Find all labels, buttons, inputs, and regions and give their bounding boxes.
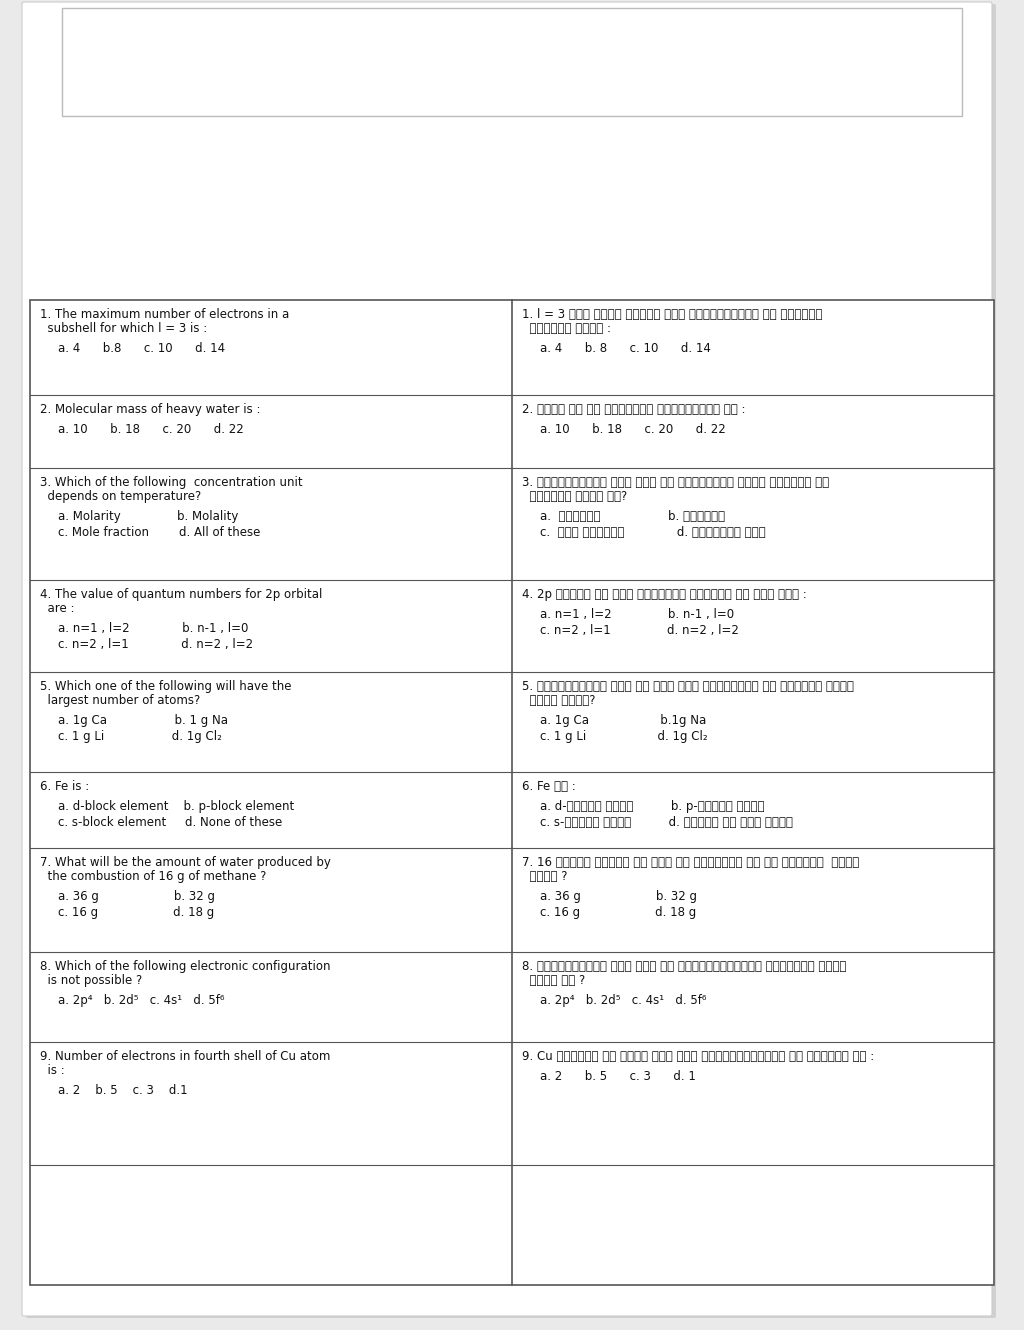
Text: a. 4      b. 8      c. 10      d. 14: a. 4 b. 8 c. 10 d. 14 — [540, 342, 711, 355]
Text: c. s-block element     d. None of these: c. s-block element d. None of these — [58, 817, 283, 829]
Text: 8. Which of the following electronic configuration: 8. Which of the following electronic con… — [40, 960, 331, 974]
Text: are :: are : — [40, 602, 75, 614]
Text: 9. Number of electrons in fourth shell of Cu atom: 9. Number of electrons in fourth shell o… — [40, 1049, 331, 1063]
Text: 5. Which one of the following will have the: 5. Which one of the following will have … — [40, 680, 292, 693]
Text: 2. Molecular mass of heavy water is :: 2. Molecular mass of heavy water is : — [40, 403, 260, 416]
Text: a. 2p⁴   b. 2d⁵   c. 4s¹   d. 5f⁶: a. 2p⁴ b. 2d⁵ c. 4s¹ d. 5f⁶ — [58, 994, 224, 1007]
Text: a. d-ब्लॉक तत्व          b. p-ब्लॉक तत्व: a. d-ब्लॉक तत्व b. p-ब्लॉक तत्व — [540, 801, 765, 813]
Text: c. s-ब्लॉक तत्व          d. इनमें से कोई नहीं: c. s-ब्लॉक तत्व d. इनमें से कोई नहीं — [540, 817, 793, 829]
Text: 3. Which of the following  concentration unit: 3. Which of the following concentration … — [40, 476, 303, 489]
Text: 9. Cu परमाणु के चौथे कोश में इलेक्ट्रॉनों की संख्या है :: 9. Cu परमाणु के चौथे कोश में इलेक्ट्रॉनो… — [522, 1049, 874, 1063]
Text: 3. निम्नलिखित में कौन सी सांद्रता इकाई तापमान पर: 3. निम्नलिखित में कौन सी सांद्रता इकाई त… — [522, 476, 829, 489]
Text: c. 16 g                    d. 18 g: c. 16 g d. 18 g — [58, 906, 214, 919]
Text: 4. The value of quantum numbers for 2p orbital: 4. The value of quantum numbers for 2p o… — [40, 588, 323, 601]
Text: c. 1 g Li                   d. 1g Cl₂: c. 1 g Li d. 1g Cl₂ — [540, 730, 708, 743]
Text: c. n=2 , l=1              d. n=2 , l=2: c. n=2 , l=1 d. n=2 , l=2 — [58, 638, 253, 650]
Text: c. 16 g                    d. 18 g: c. 16 g d. 18 g — [540, 906, 696, 919]
Text: a. d-block element    b. p-block element: a. d-block element b. p-block element — [58, 801, 294, 813]
Text: 5. निम्नलिखित में से किस में परमाणुओं की संख्या सबसे: 5. निम्नलिखित में से किस में परमाणुओं की… — [522, 680, 854, 693]
Text: a. 36 g                    b. 32 g: a. 36 g b. 32 g — [58, 890, 215, 903]
Text: 6. Fe is :: 6. Fe is : — [40, 779, 89, 793]
Text: 2. भारी जल का आाण्विक द्रव्यमान है :: 2. भारी जल का आाण्विक द्रव्यमान है : — [522, 403, 745, 416]
Text: subshell for which l = 3 is :: subshell for which l = 3 is : — [40, 322, 207, 335]
Text: a. 10      b. 18      c. 20      d. 22: a. 10 b. 18 c. 20 d. 22 — [540, 423, 726, 436]
Text: a. 4      b.8      c. 10      d. 14: a. 4 b.8 c. 10 d. 14 — [58, 342, 225, 355]
Text: is :: is : — [40, 1064, 65, 1077]
Text: a. 2p⁴   b. 2d⁵   c. 4s¹   d. 5f⁶: a. 2p⁴ b. 2d⁵ c. 4s¹ d. 5f⁶ — [540, 994, 707, 1007]
Text: होगी ?: होगी ? — [522, 870, 567, 883]
Text: संख्या होगी :: संख्या होगी : — [522, 322, 611, 335]
Text: is not possible ?: is not possible ? — [40, 974, 142, 987]
Text: 1. l = 3 मान वाले उपकोश में इलेक्ट्रॉन की अधिकतम: 1. l = 3 मान वाले उपकोश में इलेक्ट्रॉन क… — [522, 309, 822, 321]
Text: a. 1g Ca                   b.1g Na: a. 1g Ca b.1g Na — [540, 714, 707, 728]
Text: depends on temperature?: depends on temperature? — [40, 489, 202, 503]
Text: 4. 2p कक्षक के लिए क्वांटम संख्या के मान हैं :: 4. 2p कक्षक के लिए क्वांटम संख्या के मान… — [522, 588, 807, 601]
FancyBboxPatch shape — [26, 4, 996, 1318]
Text: c. Mole fraction        d. All of these: c. Mole fraction d. All of these — [58, 525, 260, 539]
Text: a. n=1 , l=2               b. n-1 , l=0: a. n=1 , l=2 b. n-1 , l=0 — [540, 608, 734, 621]
Text: नहीं है ?: नहीं है ? — [522, 974, 586, 987]
Text: a. 2      b. 5      c. 3      d. 1: a. 2 b. 5 c. 3 d. 1 — [540, 1071, 696, 1083]
Text: a. 2    b. 5    c. 3    d.1: a. 2 b. 5 c. 3 d.1 — [58, 1084, 187, 1097]
Text: 7. 16 ग्राम मिथेन के दहन से उत्पन्न जल की मात्रा  क्या: 7. 16 ग्राम मिथेन के दहन से उत्पन्न जल क… — [522, 857, 859, 868]
Text: 7. What will be the amount of water produced by: 7. What will be the amount of water prod… — [40, 857, 331, 868]
Text: a. Molarity               b. Molality: a. Molarity b. Molality — [58, 509, 239, 523]
Text: a. 1g Ca                  b. 1 g Na: a. 1g Ca b. 1 g Na — [58, 714, 228, 728]
Text: the combustion of 16 g of methane ?: the combustion of 16 g of methane ? — [40, 870, 266, 883]
Text: c.  मोल प्रभाज              d. उपरोक्त सभी: c. मोल प्रभाज d. उपरोक्त सभी — [540, 525, 766, 539]
Text: 6. Fe है :: 6. Fe है : — [522, 779, 575, 793]
FancyBboxPatch shape — [22, 3, 992, 1315]
Text: निर्भर करती है?: निर्भर करती है? — [522, 489, 628, 503]
Text: 1. The maximum number of electrons in a: 1. The maximum number of electrons in a — [40, 309, 289, 321]
Text: a.  मोलरता                  b. मोललता: a. मोलरता b. मोललता — [540, 509, 725, 523]
Text: c. 1 g Li                  d. 1g Cl₂: c. 1 g Li d. 1g Cl₂ — [58, 730, 222, 743]
Text: a. 36 g                    b. 32 g: a. 36 g b. 32 g — [540, 890, 697, 903]
Text: a. n=1 , l=2              b. n-1 , l=0: a. n=1 , l=2 b. n-1 , l=0 — [58, 622, 249, 634]
Bar — [62, 8, 962, 116]
Text: largest number of atoms?: largest number of atoms? — [40, 694, 201, 708]
Text: c. n=2 , l=1               d. n=2 , l=2: c. n=2 , l=1 d. n=2 , l=2 — [540, 624, 739, 637]
Text: a. 10      b. 18      c. 20      d. 22: a. 10 b. 18 c. 20 d. 22 — [58, 423, 244, 436]
Text: अधिक होगी?: अधिक होगी? — [522, 694, 596, 708]
Text: 8. निम्नलिखित में कौन सा इलेक्ट्रोनिक विन्यास संभव: 8. निम्नलिखित में कौन सा इलेक्ट्रोनिक वि… — [522, 960, 847, 974]
Bar — [30, 301, 994, 1285]
